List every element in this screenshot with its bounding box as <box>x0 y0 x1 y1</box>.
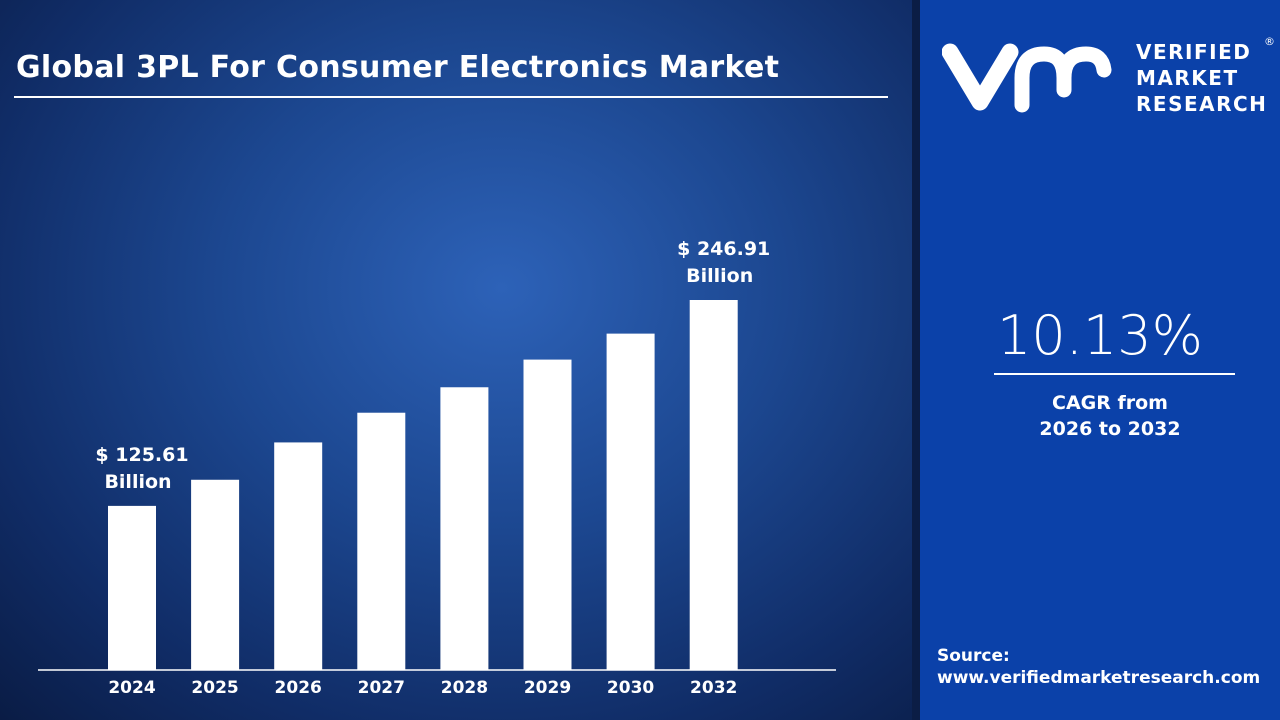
x-tick-2030: 2030 <box>607 678 654 698</box>
bar-2030 <box>606 333 655 670</box>
cagr-value: 10.13% <box>997 304 1203 367</box>
bar-2029 <box>523 359 572 670</box>
title-divider <box>14 96 888 98</box>
bar-2028 <box>440 387 489 670</box>
registered-icon: ® <box>1264 35 1275 48</box>
bar-2032 <box>689 300 738 670</box>
cagr-divider <box>994 373 1235 375</box>
data-label-unit: Billion <box>104 471 171 493</box>
data-label-value: $ 246.91 <box>677 238 770 260</box>
logo-line-1: VERIFIED <box>1136 40 1252 64</box>
data-label-unit: Billion <box>686 265 753 287</box>
x-tick-2028: 2028 <box>441 678 488 698</box>
bar-2027 <box>357 412 406 670</box>
bar-chart: 2024 2025 2026 2027 2028 2029 2030 2032 $ 125.61… <box>38 238 836 698</box>
bar-2025 <box>191 479 240 670</box>
chart-title: Global 3PL For Consumer Electronics Mark… <box>16 50 780 85</box>
data-label-value: $ 125.61 <box>95 444 188 466</box>
vmr-logo-mark <box>941 43 1112 113</box>
info-panel: VERIFIED MARKET RESEARCH ® 10.13% CAGR f… <box>920 0 1280 720</box>
cagr-label-2: 2026 to 2032 <box>1039 418 1181 440</box>
source-label: Source: <box>937 646 1010 666</box>
bar-2026 <box>274 442 323 670</box>
x-tick-2027: 2027 <box>358 678 405 698</box>
x-tick-2026: 2026 <box>275 678 322 698</box>
x-tick-2024: 2024 <box>108 678 155 698</box>
logo-line-2: MARKET <box>1136 66 1239 90</box>
x-tick-2025: 2025 <box>191 678 238 698</box>
x-tick-2029: 2029 <box>524 678 571 698</box>
logo-line-3: RESEARCH <box>1136 92 1268 116</box>
bar-2024 <box>108 505 156 670</box>
vmr-logo: VERIFIED MARKET RESEARCH ® <box>941 36 1275 120</box>
x-tick-2032: 2032 <box>690 678 737 698</box>
cagr-label-1: CAGR from <box>1052 392 1168 414</box>
source-url: www.verifiedmarketresearch.com <box>937 668 1261 688</box>
